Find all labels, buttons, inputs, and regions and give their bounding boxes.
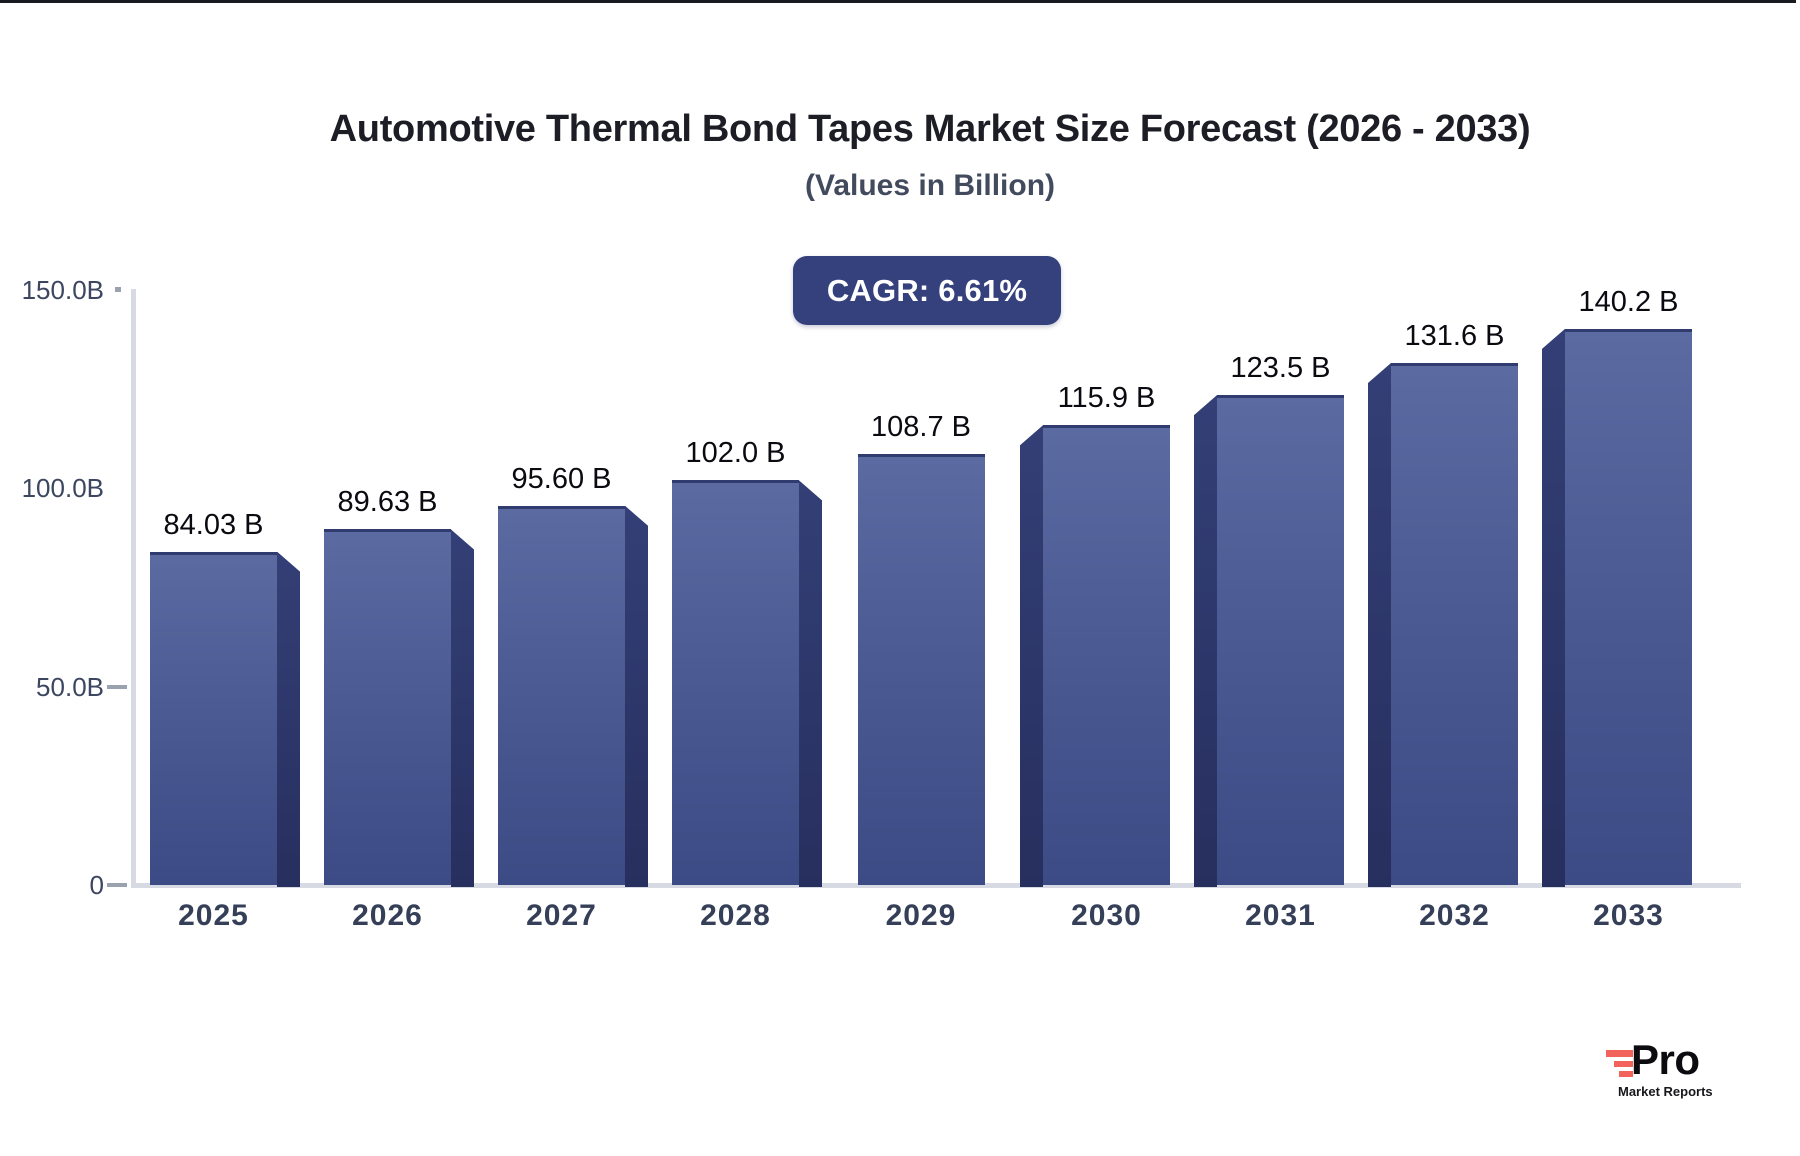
chart-header: Automotive Thermal Bond Tapes Market Siz… [60, 108, 1800, 203]
bar-3d-side-2031 [1194, 395, 1217, 887]
x-axis-label-2027: 2027 [526, 899, 597, 932]
bar-2030 [1043, 425, 1170, 885]
y-axis-tick-label: 100.0B [21, 473, 104, 504]
logo-stripe-icon [1614, 1061, 1633, 1067]
y-axis-tick-mark [107, 883, 127, 887]
x-axis-label-2031: 2031 [1245, 899, 1316, 932]
bar-value-label-2025: 84.03 B [163, 508, 264, 541]
chart-title: Automotive Thermal Bond Tapes Market Siz… [329, 108, 1531, 150]
bar-3d-side-2026 [451, 529, 474, 887]
y-axis-line [131, 289, 136, 888]
x-axis-label-2028: 2028 [700, 899, 771, 932]
logo-name: Pro [1631, 1036, 1700, 1083]
x-axis-label-2025: 2025 [178, 899, 249, 932]
y-axis-tick-label: 50.0B [36, 671, 104, 702]
bar-2026 [324, 529, 451, 885]
y-axis-tick-label: 150.0B [21, 275, 104, 305]
bar-2025 [150, 551, 277, 885]
x-axis-label-2029: 2029 [885, 899, 957, 932]
bar-3d-side-2027 [625, 505, 648, 887]
bar-2031 [1217, 395, 1344, 885]
bar-value-label-2026: 89.63 B [337, 486, 438, 519]
bar-value-label-2030: 115.9 B [1057, 382, 1156, 415]
bar-value-label-2028: 102.0 B [685, 437, 786, 470]
top-border-strip [0, 0, 1796, 3]
x-axis-label-2030: 2030 [1071, 899, 1142, 932]
bar-3d-side-2033 [1542, 328, 1565, 887]
bar-3d-side-2028 [799, 480, 822, 887]
bar-value-label-2031: 123.5 B [1230, 352, 1331, 385]
x-axis-label-2032: 2032 [1419, 899, 1490, 932]
bar-value-label-2029: 108.7 B [871, 410, 971, 443]
bar-2033 [1565, 328, 1692, 885]
bar-3d-side-2032 [1368, 362, 1391, 887]
y-axis-tick-mark [107, 684, 127, 689]
bar-3d-side-2030 [1020, 425, 1043, 887]
bar-2027 [498, 505, 625, 885]
bar-2029 [857, 453, 985, 885]
pro-market-reports-logo: Pro Market Reports [1598, 1036, 1728, 1110]
chart-subtitle: (Values in Billion) [804, 169, 1056, 202]
bar-value-label-2033: 140.2 B [1578, 285, 1679, 318]
bar-2028 [672, 480, 799, 885]
logo-stripe-icon [1606, 1050, 1633, 1057]
bar-3d-side-2025 [277, 551, 300, 887]
logo-stripe-icon [1619, 1071, 1633, 1077]
x-axis-label-2026: 2026 [352, 899, 423, 932]
bar-value-label-2027: 95.60 B [511, 462, 612, 495]
logo-tagline: Market Reports [1618, 1084, 1713, 1099]
y-axis-tick-mark [115, 287, 121, 292]
cagr-badge-label: CAGR: 6.61% [826, 272, 1028, 308]
bar-value-label-2032: 131.6 B [1404, 319, 1505, 352]
x-axis-label-2033: 2033 [1593, 899, 1664, 932]
cagr-badge: CAGR: 6.61% [793, 256, 1061, 325]
bar-2032 [1391, 362, 1518, 885]
x-axis-line [131, 883, 1741, 888]
y-axis-tick-label: 0 [89, 870, 104, 900]
